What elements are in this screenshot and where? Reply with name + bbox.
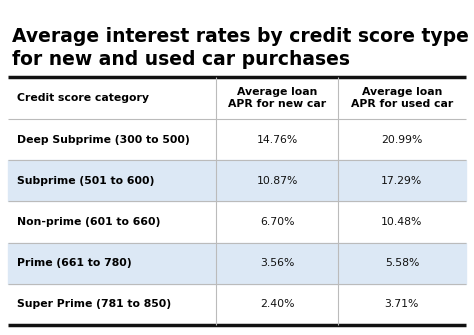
Text: 6.70%: 6.70%	[260, 217, 294, 227]
Text: 3.71%: 3.71%	[385, 299, 419, 310]
Text: Deep Subprime (300 to 500): Deep Subprime (300 to 500)	[17, 135, 190, 145]
Text: Credit score category: Credit score category	[17, 93, 149, 103]
Text: 2.40%: 2.40%	[260, 299, 294, 310]
Text: Subprime (501 to 600): Subprime (501 to 600)	[17, 176, 155, 186]
Text: 5.58%: 5.58%	[385, 258, 419, 268]
Text: Average interest rates by credit score type: Average interest rates by credit score t…	[12, 27, 469, 46]
Text: 20.99%: 20.99%	[381, 135, 422, 145]
Text: for new and used car purchases: for new and used car purchases	[12, 50, 350, 69]
Text: 10.87%: 10.87%	[256, 176, 298, 186]
Bar	[8, 243, 466, 284]
Text: 3.56%: 3.56%	[260, 258, 294, 268]
Text: Average loan
APR for used car: Average loan APR for used car	[351, 87, 453, 109]
Text: Average loan
APR for new car: Average loan APR for new car	[228, 87, 326, 109]
Text: 10.48%: 10.48%	[381, 217, 422, 227]
Text: Super Prime (781 to 850): Super Prime (781 to 850)	[17, 299, 171, 310]
Text: Prime (661 to 780): Prime (661 to 780)	[17, 258, 132, 268]
Text: 14.76%: 14.76%	[256, 135, 298, 145]
Bar	[8, 160, 466, 201]
Text: Non-prime (601 to 660): Non-prime (601 to 660)	[17, 217, 161, 227]
Text: 17.29%: 17.29%	[381, 176, 422, 186]
